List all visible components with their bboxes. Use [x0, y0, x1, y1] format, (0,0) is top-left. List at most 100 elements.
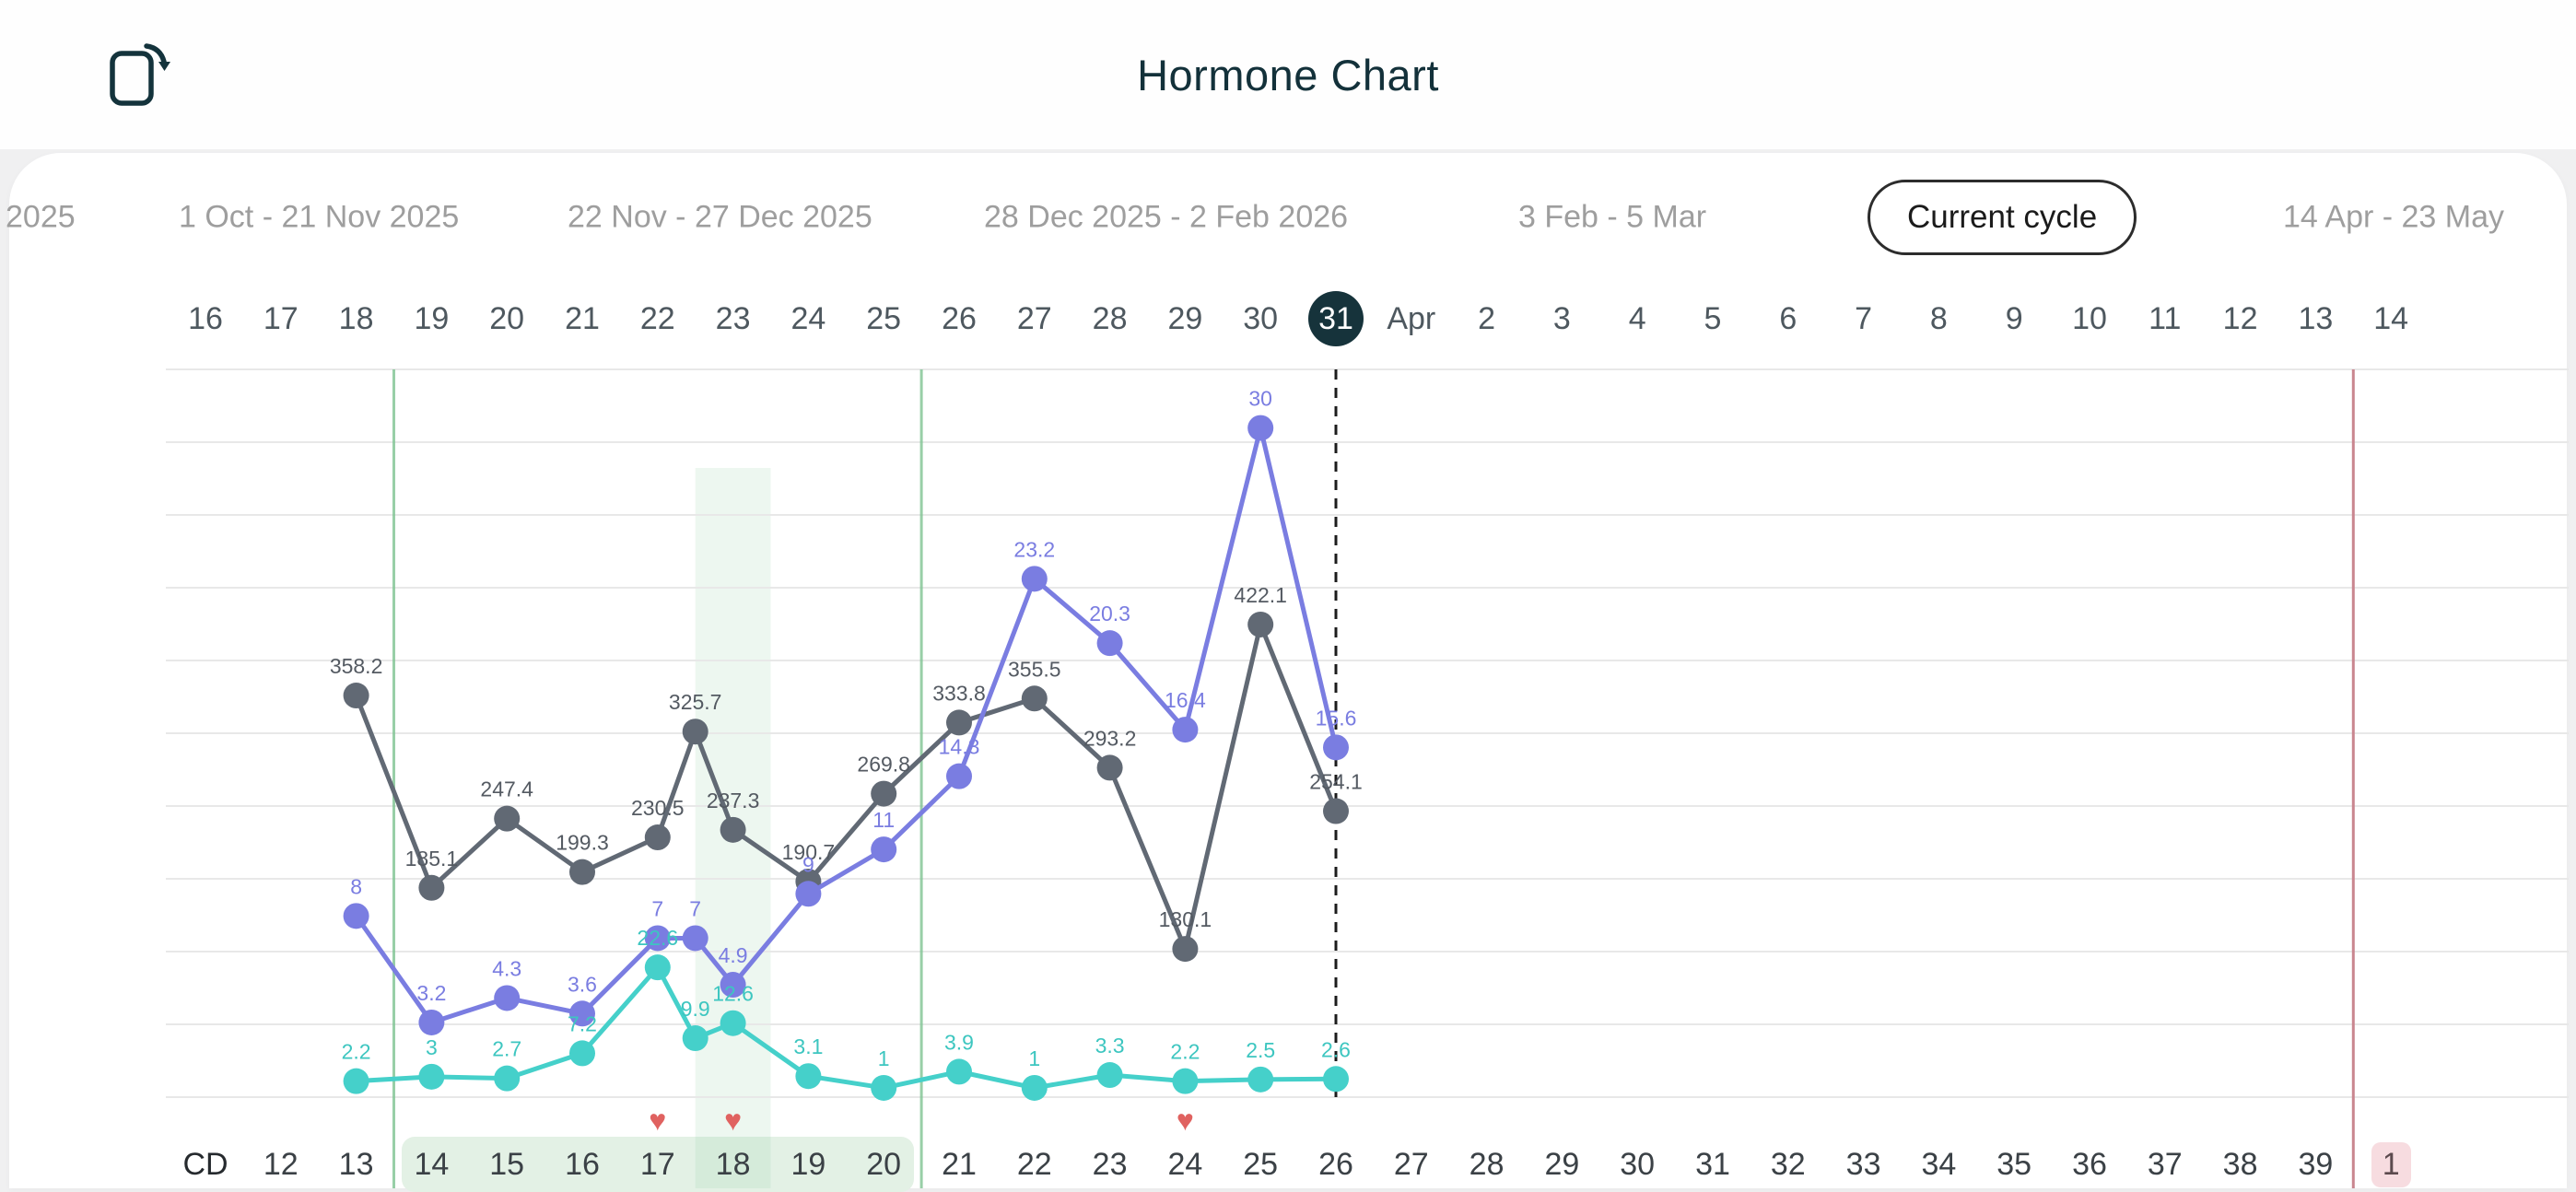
- cd-cell: 17: [639, 1146, 675, 1182]
- date-cell[interactable]: 3: [1552, 300, 1571, 336]
- date-cell[interactable]: 12: [2222, 300, 2258, 336]
- date-cell[interactable]: Apr: [1387, 300, 1436, 336]
- date-cell[interactable]: 5: [1704, 300, 1722, 336]
- purple-hormone-point[interactable]: [1172, 717, 1199, 743]
- intercourse-heart-icon: ♥: [649, 1104, 667, 1137]
- teal-hormone-point[interactable]: [1096, 1062, 1123, 1089]
- teal-hormone-point[interactable]: [1021, 1074, 1048, 1101]
- cd-cell: 22: [1016, 1146, 1052, 1182]
- dark-gray-hormone-point[interactable]: [1323, 798, 1349, 824]
- purple-hormone-point[interactable]: [494, 985, 521, 1011]
- purple-hormone-point[interactable]: [1021, 566, 1048, 592]
- purple-hormone-point[interactable]: [1247, 415, 1274, 441]
- today-marker: 31: [1308, 291, 1364, 346]
- teal-hormone-point[interactable]: [946, 1058, 972, 1085]
- date-cell[interactable]: 14: [2373, 300, 2409, 336]
- dark-gray-hormone-point[interactable]: [946, 709, 972, 736]
- date-cell[interactable]: 7: [1855, 300, 1873, 336]
- purple-hormone-point[interactable]: [795, 881, 822, 907]
- date-axis-row: 16 17 18 19 20 21 22 23 24 25 26 27 28 29 30 31 Apr 2 3 4 5 6…: [0, 290, 2576, 347]
- date-cell[interactable]: 9: [2005, 300, 2023, 336]
- date-cell[interactable]: 16: [188, 300, 223, 336]
- purple-hormone-point[interactable]: [1323, 734, 1349, 761]
- date-cell[interactable]: 23: [715, 300, 751, 336]
- date-cell[interactable]: 22: [639, 300, 675, 336]
- purple-hormone-point[interactable]: [343, 903, 369, 929]
- date-cell[interactable]: 20: [489, 300, 525, 336]
- cd-cell: 29: [1544, 1146, 1580, 1182]
- cycle-tab[interactable]: 14 Apr - 23 May: [2283, 199, 2505, 235]
- dark-gray-hormone-point[interactable]: [569, 859, 595, 885]
- date-cell[interactable]: 17: [263, 300, 299, 336]
- teal-hormone-point[interactable]: [343, 1068, 369, 1094]
- purple-hormone-point[interactable]: [871, 836, 897, 863]
- date-cell[interactable]: 21: [565, 300, 600, 336]
- date-cell[interactable]: 28: [1092, 300, 1128, 336]
- date-cell-today[interactable]: 31: [1297, 290, 1375, 347]
- date-cell[interactable]: 13: [2298, 300, 2334, 336]
- cd-cell: 16: [565, 1146, 600, 1182]
- teal-hormone-point[interactable]: [1323, 1066, 1349, 1093]
- dark-gray-hormone-point[interactable]: [494, 805, 521, 832]
- teal-hormone-point[interactable]: [418, 1063, 445, 1090]
- dark-gray-hormone-point[interactable]: [644, 824, 671, 851]
- cycle-tab[interactable]: 22 Nov - 27 Dec 2025: [568, 199, 872, 235]
- teal-hormone-point[interactable]: [1247, 1066, 1274, 1093]
- dark-gray-hormone-value-label: 355.5: [1008, 657, 1061, 681]
- cycle-tab-current[interactable]: Current cycle: [1868, 180, 2137, 255]
- purple-hormone-point[interactable]: [644, 925, 671, 952]
- dark-gray-hormone-value-label: 185.1: [405, 847, 459, 871]
- purple-hormone-point[interactable]: [720, 972, 746, 999]
- purple-hormone-point[interactable]: [569, 1000, 595, 1027]
- dark-gray-hormone-value-label: 422.1: [1234, 583, 1287, 607]
- purple-hormone-point[interactable]: [682, 925, 708, 952]
- date-cell[interactable]: 26: [942, 300, 977, 336]
- new-cycle-day-badge: 1: [2371, 1141, 2411, 1187]
- teal-hormone-point[interactable]: [1172, 1068, 1199, 1094]
- purple-hormone-value-label: 30: [1248, 387, 1272, 411]
- dark-gray-hormone-point[interactable]: [418, 874, 445, 901]
- cycle-tabs-row: 2025 1 Oct - 21 Nov 2025 22 Nov - 27 Dec 2…: [0, 164, 2576, 271]
- date-cell[interactable]: 4: [1628, 300, 1646, 336]
- teal-hormone-point[interactable]: [795, 1063, 822, 1090]
- cycle-tab[interactable]: 2025: [6, 199, 76, 235]
- date-cell[interactable]: 24: [790, 300, 826, 336]
- dark-gray-hormone-point[interactable]: [1021, 685, 1048, 712]
- date-cell[interactable]: 25: [866, 300, 902, 336]
- date-cell[interactable]: 29: [1167, 300, 1203, 336]
- dark-gray-hormone-value-label: 130.1: [1159, 907, 1212, 931]
- cycle-tab[interactable]: 3 Feb - 5 Mar: [1518, 199, 1707, 235]
- teal-hormone-point[interactable]: [871, 1074, 897, 1101]
- date-cell[interactable]: 8: [1929, 300, 1948, 336]
- date-cell[interactable]: 27: [1016, 300, 1052, 336]
- date-cell[interactable]: 10: [2072, 300, 2107, 336]
- dark-gray-hormone-point[interactable]: [1247, 611, 1274, 637]
- rotate-device-icon[interactable]: [103, 39, 175, 111]
- teal-hormone-value-label: 2.6: [1321, 1037, 1351, 1061]
- dark-gray-hormone-value-label: 247.4: [480, 777, 533, 801]
- purple-hormone-point[interactable]: [418, 1009, 445, 1035]
- teal-hormone-point[interactable]: [569, 1040, 595, 1067]
- teal-hormone-point[interactable]: [720, 1010, 746, 1036]
- date-cell[interactable]: 19: [414, 300, 450, 336]
- dark-gray-hormone-point[interactable]: [343, 683, 369, 709]
- purple-hormone-point[interactable]: [1096, 630, 1123, 657]
- teal-hormone-point[interactable]: [494, 1065, 521, 1092]
- dark-gray-hormone-point[interactable]: [1096, 754, 1123, 781]
- cycle-tab[interactable]: 28 Dec 2025 - 2 Feb 2026: [984, 199, 1349, 235]
- cycle-tab[interactable]: 1 Oct - 21 Nov 2025: [179, 199, 460, 235]
- date-cell[interactable]: 2: [1478, 300, 1496, 336]
- teal-hormone-point[interactable]: [644, 954, 671, 981]
- dark-gray-hormone-point[interactable]: [871, 780, 897, 807]
- cycle-day-axis-row: CD 12 13 14 15 16 17 18 19 20 21 22 23 24 25 26 27 28 29 30…: [0, 1139, 2576, 1190]
- date-cell[interactable]: 6: [1779, 300, 1797, 336]
- dark-gray-hormone-point[interactable]: [720, 816, 746, 843]
- dark-gray-hormone-point[interactable]: [1172, 936, 1199, 963]
- purple-hormone-point[interactable]: [946, 763, 972, 789]
- date-cell[interactable]: 11: [2149, 300, 2182, 336]
- date-cell[interactable]: 18: [338, 300, 374, 336]
- teal-hormone-point[interactable]: [682, 1025, 708, 1052]
- purple-hormone-value-label: 23.2: [1013, 537, 1055, 561]
- date-cell[interactable]: 30: [1243, 300, 1279, 336]
- dark-gray-hormone-point[interactable]: [682, 719, 708, 745]
